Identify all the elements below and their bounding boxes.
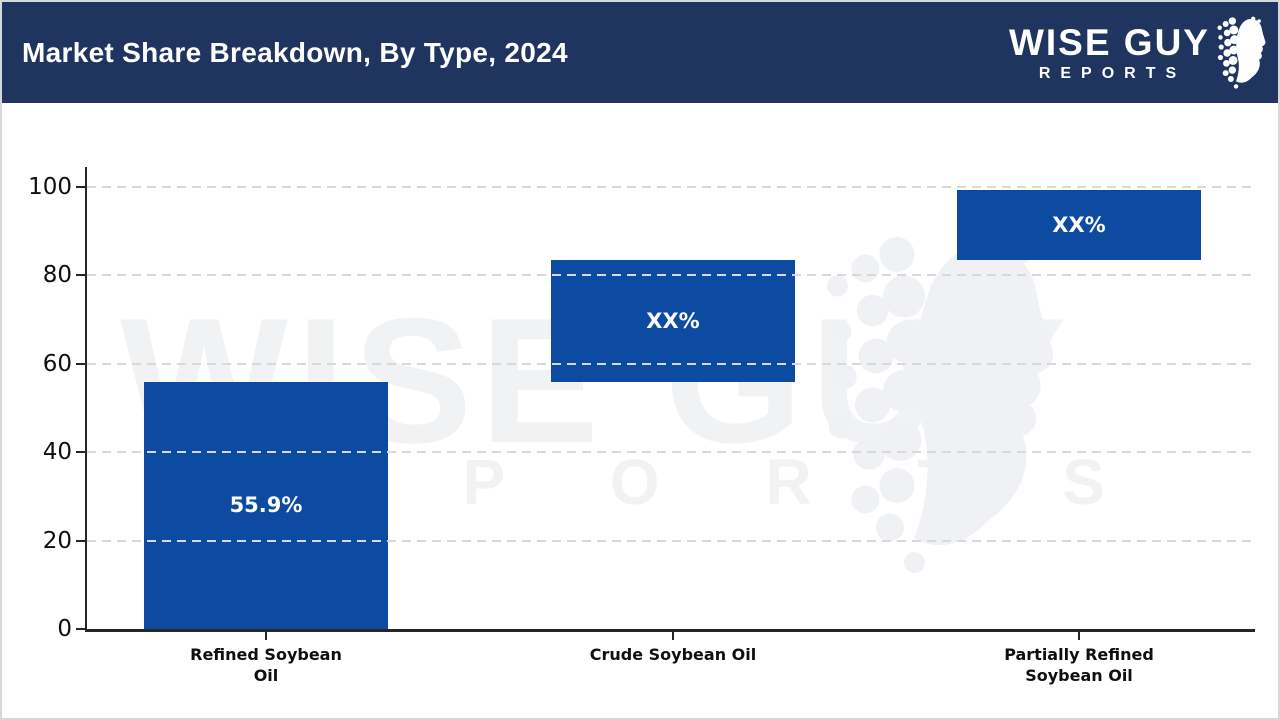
y-tick-mark: [76, 274, 85, 277]
bar-segment: [144, 381, 388, 629]
y-tick-label: 40: [42, 439, 72, 466]
x-axis-label: Crude Soybean Oil: [589, 645, 757, 664]
bar-value-label: XX%: [1052, 213, 1106, 237]
y-tick-mark: [76, 186, 85, 188]
x-tick-mark: [1078, 632, 1080, 640]
y-tick-label: 100: [28, 174, 72, 200]
wise-guy-logo: WISE GUY REPORTS: [1009, 15, 1268, 91]
logo-subtext: REPORTS: [1038, 64, 1187, 82]
gridline-20: [87, 539, 1255, 542]
x-axis-label: Partially Refined Soybean Oil: [1004, 645, 1154, 686]
logo-wordmark: WISE GUY: [1008, 21, 1210, 63]
gridline-80: [87, 274, 1255, 277]
gridline-60: [87, 362, 1255, 365]
bar-segment: [957, 190, 1201, 260]
x-axis-line: [85, 629, 1255, 632]
x-tick-mark: [265, 632, 267, 640]
x-tick-mark: [672, 632, 674, 640]
wise-guy-face-icon: [1217, 16, 1266, 89]
page-title: Market Share Breakdown, By Type, 2024: [22, 36, 568, 68]
y-tick-label: 20: [42, 527, 72, 554]
y-tick-mark: [76, 539, 85, 542]
bar-value-label: 55.9%: [229, 493, 303, 518]
y-tick-label: 60: [42, 350, 72, 377]
gridline-100: [87, 186, 1255, 188]
x-axis-label: Refined Soybean Oil: [190, 645, 342, 686]
y-tick-label: 80: [42, 262, 72, 289]
y-tick-mark: [76, 451, 85, 454]
y-tick-mark: [76, 362, 85, 365]
y-tick-mark: [76, 628, 85, 630]
bar-value-label: XX%: [646, 308, 700, 333]
y-axis-line: [85, 167, 87, 632]
logo-text: WISE GUY REPORTS: [1009, 24, 1210, 82]
gridline-40: [87, 451, 1255, 454]
header: Market Share Breakdown, By Type, 2024 WI…: [2, 2, 1278, 103]
y-tick-label: 0: [57, 616, 72, 642]
bar-segment: [551, 259, 795, 382]
